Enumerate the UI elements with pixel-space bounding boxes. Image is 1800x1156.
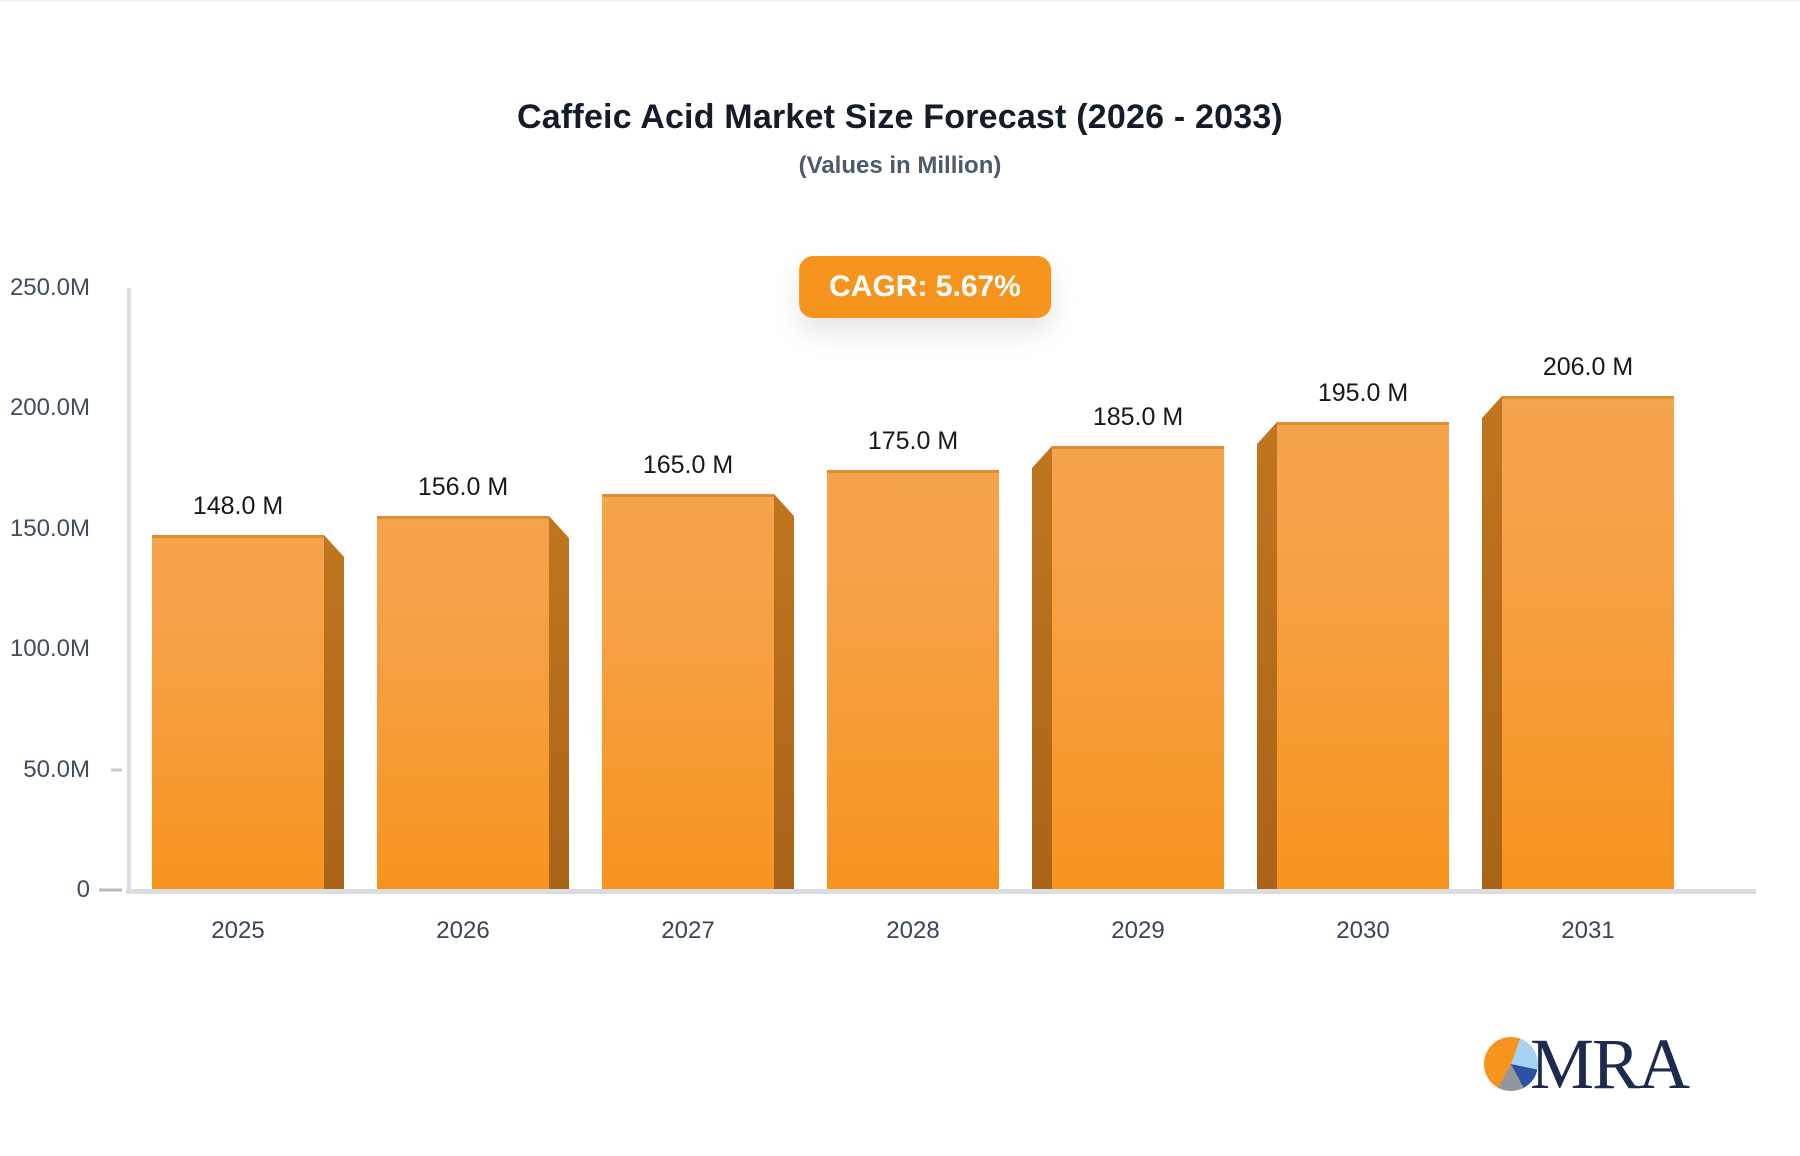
plot-area: 148.0 M 2025 156.0 M 2026 165.0 M 2027 1… bbox=[99, 288, 1756, 944]
bar-face bbox=[152, 535, 324, 890]
bar-2029: 185.0 M 2029 bbox=[1032, 403, 1224, 944]
bar-value-label: 195.0 M bbox=[1317, 379, 1409, 407]
x-axis-label-2027: 2027 bbox=[661, 917, 715, 944]
chart-subtitle: (Values in Million) bbox=[798, 152, 1002, 179]
bar-3d-side bbox=[774, 494, 794, 890]
x-axis-line bbox=[126, 889, 1756, 894]
y-axis-tick-label: 250.0M bbox=[9, 274, 90, 301]
x-axis-label-2025: 2025 bbox=[211, 917, 265, 944]
x-axis-label-2029: 2029 bbox=[1111, 917, 1165, 944]
bar-2026: 156.0 M 2026 bbox=[377, 473, 569, 944]
bar-2030: 195.0 M 2030 bbox=[1257, 379, 1449, 944]
bar-3d-side bbox=[1482, 396, 1502, 890]
y-axis-tick-label: 200.0M bbox=[9, 394, 90, 422]
bar-3d-side bbox=[1032, 446, 1052, 890]
bar-value-label: 175.0 M bbox=[867, 427, 959, 455]
chart-title: Caffeic Acid Market Size Forecast (2026 … bbox=[517, 98, 1283, 136]
brand-logo: MRA bbox=[1483, 1024, 1690, 1104]
y-axis-tick-label: 100.0M bbox=[9, 635, 90, 663]
x-axis-label-2030: 2030 bbox=[1336, 917, 1390, 944]
y-tick-mark-50m bbox=[111, 768, 122, 772]
cagr-badge: CAGR: 5.67% bbox=[799, 256, 1051, 318]
bar-2025: 148.0 M 2025 bbox=[152, 492, 344, 944]
y-axis-tick-label: 50.0M bbox=[23, 755, 90, 783]
bar-2027: 165.0 M 2027 bbox=[602, 451, 794, 944]
bar-2031: 206.0 M 2031 bbox=[1482, 353, 1674, 944]
bar-value-label: 185.0 M bbox=[1092, 403, 1184, 431]
y-axis-tick-label: 150.0M bbox=[9, 514, 90, 542]
pie-chart-logo-icon bbox=[1483, 1037, 1538, 1091]
x-axis-label-2031: 2031 bbox=[1561, 917, 1615, 944]
y-axis-tick-label: 0 bbox=[76, 876, 90, 903]
bar-value-label: 165.0 M bbox=[642, 451, 734, 479]
bar-face bbox=[377, 516, 549, 890]
y-axis-line bbox=[127, 288, 131, 892]
y-tick-mark-0 bbox=[99, 888, 122, 892]
bar-face bbox=[1052, 446, 1224, 890]
bar-3d-side bbox=[324, 535, 344, 890]
bar-face bbox=[1277, 422, 1449, 890]
bar-value-label: 156.0 M bbox=[417, 473, 509, 501]
x-axis-label-2028: 2028 bbox=[886, 917, 940, 944]
bar-face bbox=[827, 470, 999, 890]
bar-value-label: 148.0 M bbox=[192, 492, 284, 520]
brand-logo-text: MRA bbox=[1529, 1024, 1690, 1104]
bar-face bbox=[1502, 396, 1674, 890]
y-axis: 250.0M 200.0M 150.0M 100.0M 50.0M 0 bbox=[0, 274, 90, 903]
bar-3d-side bbox=[1257, 422, 1277, 890]
bar-value-label: 206.0 M bbox=[1542, 353, 1634, 381]
bar-face bbox=[602, 494, 774, 890]
bar-3d-side bbox=[549, 516, 569, 890]
bar-2028: 175.0 M 2028 bbox=[827, 427, 999, 944]
x-axis-label-2026: 2026 bbox=[436, 917, 490, 944]
